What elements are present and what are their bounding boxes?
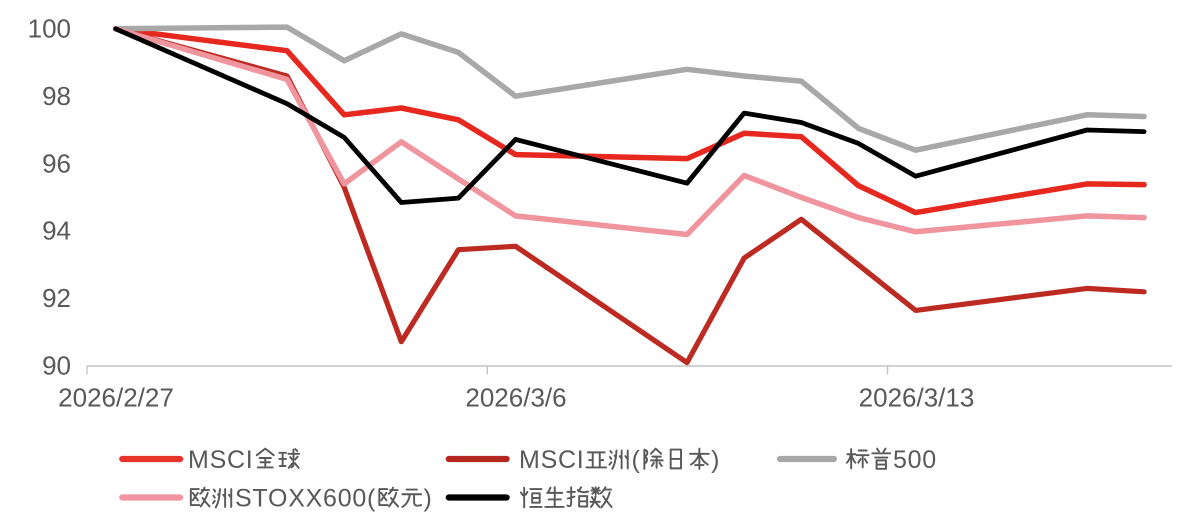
svg-text:98: 98 — [42, 81, 71, 111]
svg-text:94: 94 — [42, 216, 71, 246]
svg-text:MSCI: MSCI — [519, 446, 585, 474]
svg-text:92: 92 — [42, 283, 71, 313]
svg-text:MSCI: MSCI — [188, 446, 254, 474]
svg-text:2026/3/13: 2026/3/13 — [859, 383, 975, 413]
svg-text:500: 500 — [893, 446, 937, 474]
svg-text:96: 96 — [42, 148, 71, 178]
svg-text:STOXX600(: STOXX600( — [235, 484, 376, 512]
svg-text:): ) — [711, 446, 720, 474]
svg-text:2026/2/27: 2026/2/27 — [58, 383, 174, 413]
svg-text:(: ( — [632, 446, 641, 474]
svg-text:90: 90 — [42, 351, 71, 381]
svg-text:2026/3/6: 2026/3/6 — [465, 383, 566, 413]
svg-text:100: 100 — [28, 13, 71, 43]
svg-text:): ) — [424, 484, 433, 512]
